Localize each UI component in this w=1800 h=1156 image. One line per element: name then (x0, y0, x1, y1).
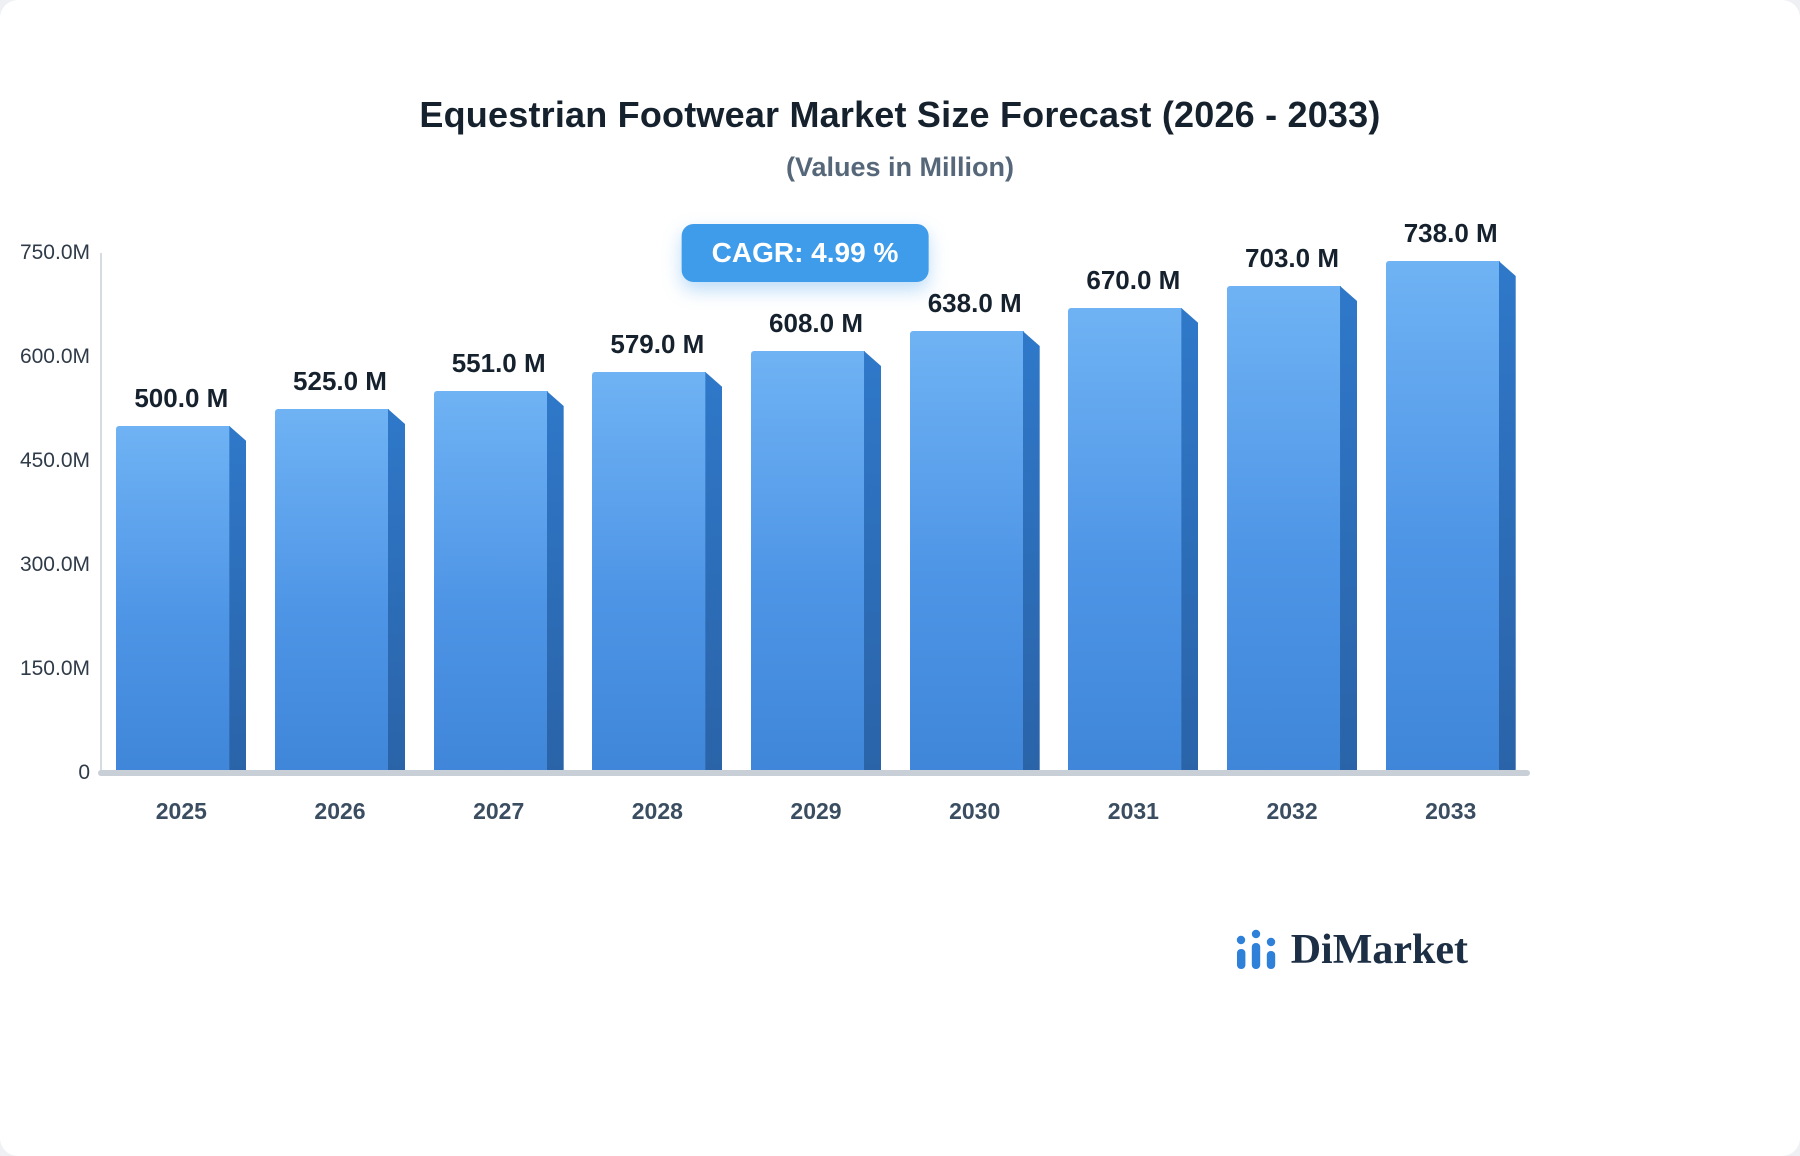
x-axis-label-2032: 2032 (1266, 798, 1318, 824)
bar-face (592, 372, 707, 773)
y-tick-300.0M: 300.0M (19, 553, 90, 576)
y-axis-line (100, 253, 102, 773)
x-axis-label-2025: 2025 (155, 798, 207, 824)
bar-2031 (1068, 308, 1199, 773)
bar-group-2033: 738.0 M 2033 (1371, 218, 1530, 824)
chart-title: Equestrian Footwear Market Size Forecast… (419, 94, 1381, 135)
y-tick-600.0M: 600.0M (19, 345, 90, 368)
bar-side (1181, 308, 1199, 773)
bar-group-2028: 579.0 M 2028 (578, 253, 737, 824)
cagr-badge: CAGR: 4.99 % (681, 224, 929, 282)
y-tick-450.0M: 450.0M (19, 449, 90, 472)
dimarket-logo: DiMarket (1233, 926, 1468, 974)
bar-face (1385, 261, 1500, 773)
bar-group-2032: 703.0 M 2032 (1213, 243, 1372, 824)
bar-2033 (1385, 261, 1516, 773)
x-axis-label-2026: 2026 (314, 798, 366, 824)
bar-face (116, 426, 231, 773)
logo-text: DiMarket (1290, 927, 1468, 973)
y-tick-150.0M: 150.0M (19, 657, 90, 680)
bar-2028 (592, 372, 723, 773)
bar-side (1498, 261, 1516, 773)
bar-value-label: 638.0 M (927, 288, 1022, 318)
bar-value-label: 608.0 M (769, 308, 863, 338)
bar-2030 (909, 331, 1040, 773)
bar-face (275, 409, 389, 773)
y-tick-0: 0 (78, 761, 90, 784)
bar-face (909, 331, 1024, 773)
plot-area: 500.0 M 2025 525.0 M 2026 551.0 M 2027 579.0 M… (98, 218, 1530, 824)
bar-side (1340, 286, 1358, 773)
bar-2026 (275, 409, 405, 773)
bar-value-label: 738.0 M (1403, 218, 1498, 248)
bar-value-label: 500.0 M (134, 383, 229, 413)
y-tick-750.0M: 750.0M (19, 241, 90, 264)
bar-2032 (1227, 286, 1358, 773)
chart-subtitle: (Values in Million) (785, 152, 1015, 182)
bar-face (751, 351, 866, 773)
bar-face (1068, 308, 1183, 773)
bar-2029 (751, 351, 882, 773)
bar-value-label: 670.0 M (1086, 265, 1181, 295)
x-axis-label-2033: 2033 (1425, 798, 1477, 824)
bar-2025 (116, 426, 247, 773)
x-axis-line (98, 770, 1530, 776)
bar-group-2027: 551.0 M 2027 (419, 253, 578, 824)
bar-side (1022, 331, 1040, 773)
bar-group-2031: 670.0 M 2031 (1054, 253, 1213, 824)
bar-face (433, 391, 548, 773)
bars-container: 500.0 M 2025 525.0 M 2026 551.0 M 2027 579.0 M… (102, 218, 1530, 824)
bar-group-2025: 500.0 M 2025 (102, 253, 261, 824)
bar-value-label: 703.0 M (1245, 243, 1340, 273)
bar-side (546, 391, 564, 773)
bar-face (1227, 286, 1342, 773)
bar-side (864, 351, 882, 773)
bar-side (229, 426, 247, 773)
bar-value-label: 525.0 M (293, 366, 387, 396)
x-axis-label-2031: 2031 (1107, 798, 1159, 824)
bar-side (388, 409, 405, 773)
bar-2027 (433, 391, 564, 773)
logo-chart-icon (1233, 927, 1279, 973)
bar-group-2029: 608.0 M 2029 (737, 253, 896, 824)
x-axis-label-2027: 2027 (473, 798, 525, 824)
bar-group-2026: 525.0 M 2026 (261, 253, 420, 824)
bar-value-label: 551.0 M (451, 348, 546, 378)
x-axis-label-2028: 2028 (631, 798, 683, 824)
bar-group-2030: 638.0 M 2030 (895, 253, 1054, 824)
bar-value-label: 579.0 M (610, 329, 705, 359)
y-axis-labels: 0 150.0M 300.0M 450.0M 600.0M 750.0M (12, 241, 90, 784)
bar-side (705, 372, 723, 773)
x-axis-label-2029: 2029 (790, 798, 842, 824)
x-axis-label-2030: 2030 (949, 798, 1001, 824)
